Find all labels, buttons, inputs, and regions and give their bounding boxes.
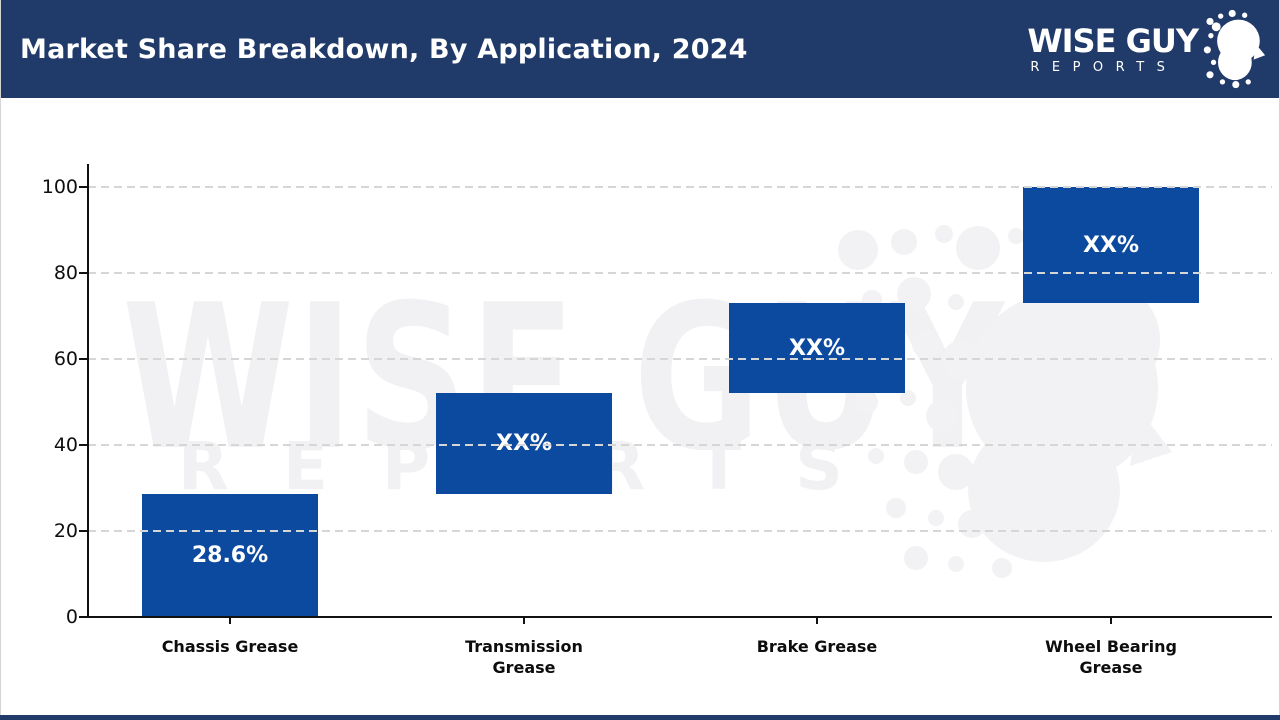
category-label: Chassis Grease [120, 636, 340, 657]
bar: XX% [729, 303, 905, 394]
bar: XX% [436, 393, 612, 494]
bar-value-label: XX% [1083, 232, 1139, 258]
category-label: Brake Grease [707, 636, 927, 657]
category-label: Transmission Grease [414, 636, 634, 678]
y-tick-label: 0 [65, 606, 78, 628]
x-tick-mark [523, 618, 525, 624]
y-tick-label: 80 [53, 262, 78, 284]
bar-value-label: XX% [496, 431, 552, 457]
y-tick-label: 20 [53, 520, 78, 542]
y-tick-label: 100 [41, 176, 78, 198]
gridline [88, 358, 1272, 360]
gridline [88, 272, 1272, 274]
y-axis-line [87, 164, 89, 617]
x-tick-mark [1110, 618, 1112, 624]
x-tick-mark [229, 618, 231, 624]
gridline [88, 186, 1272, 188]
gridline [88, 444, 1272, 446]
brand-logo: WISE GUY REPORTS [1027, 6, 1266, 92]
bar-value-label: XX% [789, 335, 845, 361]
y-tick-label: 60 [53, 348, 78, 370]
y-tick-mark [79, 186, 88, 188]
bar-value-label: 28.6% [191, 543, 269, 568]
y-tick-mark [79, 530, 88, 532]
bar: 28.6% [142, 494, 318, 617]
x-tick-mark [816, 618, 818, 624]
brand-logo-tagline: REPORTS [1030, 59, 1178, 75]
category-label-line: Grease [492, 658, 556, 677]
category-label-line: Wheel Bearing [1045, 637, 1177, 656]
gridline [88, 530, 1272, 532]
y-tick-label: 40 [53, 434, 78, 456]
brand-logo-name: WISE GUY [1027, 21, 1199, 60]
y-tick-mark [79, 358, 88, 360]
x-axis-line [87, 616, 1272, 618]
footer-bar [0, 715, 1280, 720]
category-label-line: Brake Grease [756, 637, 878, 656]
brand-logo-head-icon [1203, 9, 1266, 89]
header-banner: Market Share Breakdown, By Application, … [0, 0, 1280, 98]
category-label-line: Chassis Grease [161, 637, 299, 656]
category-label: Wheel Bearing Grease [1001, 636, 1221, 678]
chart-title: Market Share Breakdown, By Application, … [20, 33, 748, 65]
y-tick-mark [79, 272, 88, 274]
y-tick-mark [79, 444, 88, 446]
y-tick-mark [79, 616, 88, 618]
category-label-line: Transmission [465, 637, 583, 656]
bar: XX% [1023, 187, 1199, 304]
category-label-line: Grease [1079, 658, 1143, 677]
